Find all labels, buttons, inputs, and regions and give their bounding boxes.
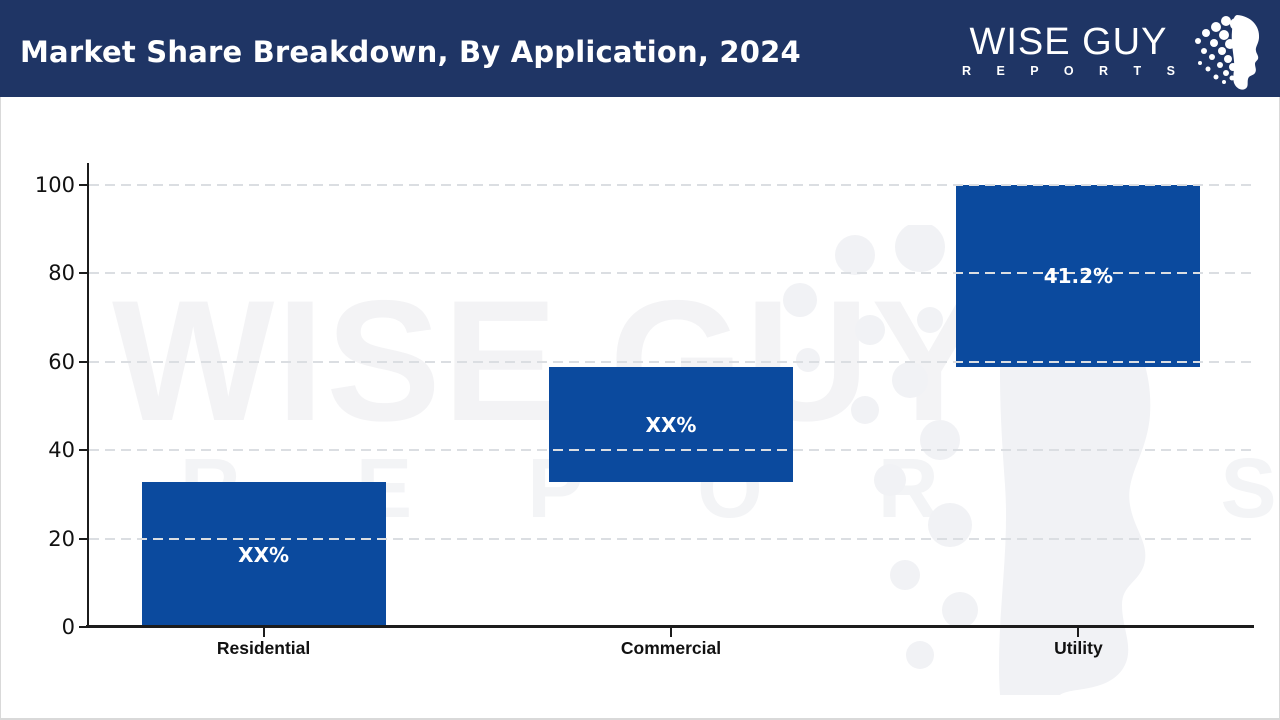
y-tick-label-60: 60 (48, 349, 75, 374)
y-tick-20 (79, 537, 87, 540)
y-tick-label-40: 40 (48, 438, 75, 463)
x-tick-commercial (670, 628, 672, 637)
gridline-y-100 (89, 184, 1253, 187)
y-tick-100 (79, 184, 87, 187)
gridline-y-40 (89, 449, 1253, 452)
y-tick-60 (79, 360, 87, 363)
y-tick-label-100: 100 (34, 173, 75, 198)
x-category-label-residential: Residential (216, 638, 311, 658)
logo-text: WISE GUY R E P O R T S (951, 23, 1186, 78)
bar-residential (141, 482, 386, 627)
bar-value-label-residential: XX% (238, 542, 290, 567)
y-tick-label-80: 80 (48, 261, 75, 286)
header-bar: Market Share Breakdown, By Application, … (0, 0, 1280, 97)
wise-guy-logo: WISE GUY R E P O R T S (951, 11, 1262, 91)
y-tick-0 (79, 626, 87, 628)
x-tick-utility (1077, 628, 1080, 637)
page-border-bottom (0, 718, 1280, 720)
bar-value-label-utility: 41.2% (1043, 264, 1114, 289)
bar-commercial (549, 367, 793, 483)
page-border-left (0, 97, 1, 720)
logo-name: WISE GUY (969, 21, 1168, 63)
gridline-y-80 (89, 272, 1253, 275)
y-axis-line (87, 163, 89, 628)
y-tick-40 (79, 449, 87, 452)
bar-value-label-commercial: XX% (645, 412, 697, 437)
x-category-label-utility: Utility (1054, 638, 1103, 658)
gridline-y-60 (89, 360, 1253, 363)
gridline-y-20 (89, 537, 1253, 540)
x-axis-line (86, 625, 1254, 628)
logo-subtitle: R E P O R T S (961, 64, 1186, 78)
x-tick-residential (262, 628, 265, 637)
y-tick-label-0: 0 (61, 615, 75, 639)
x-category-label-commercial: Commercial (620, 638, 722, 658)
logo-face-icon (1195, 14, 1260, 90)
y-tick-label-20: 20 (48, 526, 75, 551)
page-title: Market Share Breakdown, By Application, … (20, 34, 801, 69)
y-tick-80 (79, 272, 87, 275)
